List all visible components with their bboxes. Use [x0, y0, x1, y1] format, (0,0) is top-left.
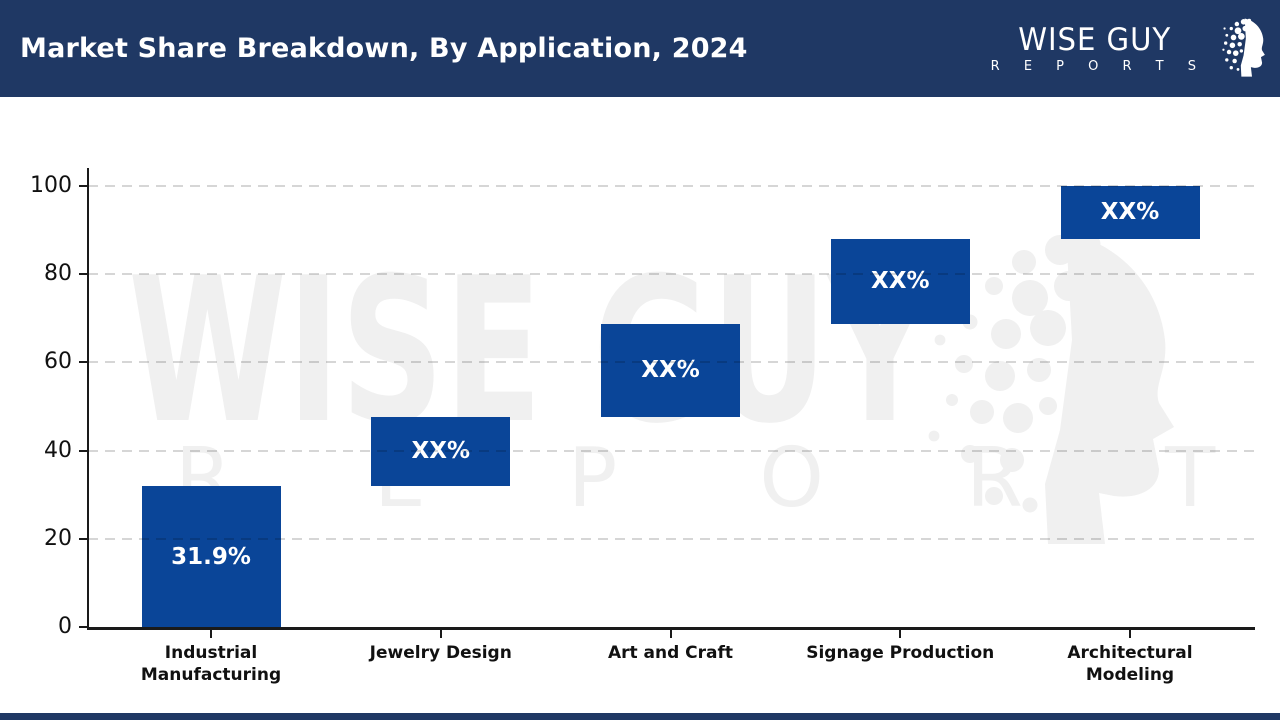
x-category-label-line: Industrial — [164, 643, 258, 663]
y-tick-label: 40 — [44, 437, 72, 463]
dotted-head-profile-icon — [880, 170, 1180, 604]
bar-signage-production: XX% — [830, 238, 970, 325]
x-category-label: Architectural Modeling — [1010, 643, 1250, 687]
logo-reports-text: R E P O R T S — [990, 58, 1206, 74]
y-tick-mark — [79, 361, 88, 364]
y-tick-mark — [79, 449, 88, 452]
page-title: Market Share Breakdown, By Application, … — [20, 33, 748, 64]
x-category-label: Jewelry Design — [321, 643, 561, 665]
logo-text: WISE GUY R E P O R T S — [983, 24, 1206, 74]
x-category-label-line: Manufacturing — [140, 664, 282, 685]
gridline-y80 — [88, 273, 1255, 276]
dotted-head-profile-icon — [1210, 7, 1266, 91]
x-tick-mark — [669, 630, 672, 638]
gridline-y100 — [88, 185, 1255, 187]
bar-architectural-modeling: XX% — [1060, 186, 1200, 239]
gridline-y40 — [88, 449, 1255, 452]
bar-art-and-craft: XX% — [601, 324, 740, 417]
x-category-label-line: Art and Craft — [607, 643, 734, 663]
y-tick-label: 0 — [58, 614, 72, 639]
y-tick-label: 100 — [30, 173, 72, 198]
wise-guy-logo: WISE GUY R E P O R T S — [983, 8, 1266, 90]
bar-value-label: 31.9% — [171, 543, 251, 570]
footer-bar — [0, 713, 1280, 720]
logo-wiseguy-text: WISE GUY — [1017, 22, 1171, 59]
x-tick-mark — [1129, 630, 1131, 638]
bar-industrial-manufacturing: 31.9% — [141, 486, 281, 627]
x-category-label: Industrial Manufacturing — [91, 643, 331, 687]
x-category-label-line: Jewelry Design — [369, 643, 512, 663]
x-category-label-line: Architectural — [1067, 643, 1193, 663]
x-axis-line — [87, 627, 1255, 630]
y-axis-line — [87, 168, 89, 630]
bar-value-label: XX% — [411, 438, 470, 465]
x-category-label-line: Signage Production — [806, 643, 995, 663]
gridline-y60 — [88, 361, 1255, 364]
x-category-label-line: Modeling — [1085, 664, 1175, 685]
y-tick-mark — [79, 626, 88, 628]
y-tick-label: 20 — [44, 525, 72, 551]
y-tick-mark — [79, 185, 88, 187]
bar-value-label: XX% — [1100, 199, 1160, 226]
bar-value-label: XX% — [641, 357, 700, 384]
watermark-text-wiseguy: WISE GUY — [128, 235, 933, 468]
x-tick-mark — [210, 630, 212, 638]
bar-jewelry-design: XX% — [371, 416, 511, 487]
bar-value-label: XX% — [870, 268, 930, 295]
y-tick-mark — [79, 537, 88, 540]
y-tick-label: 60 — [44, 349, 72, 375]
y-tick-mark — [79, 273, 88, 276]
x-tick-mark — [899, 630, 902, 638]
header-bar: Market Share Breakdown, By Application, … — [0, 0, 1280, 97]
x-tick-mark — [439, 630, 442, 638]
x-category-label: Art and Craft — [551, 643, 791, 665]
gridline-y20 — [88, 537, 1255, 540]
y-tick-label: 80 — [44, 261, 72, 287]
x-category-label: Signage Production — [780, 643, 1020, 665]
